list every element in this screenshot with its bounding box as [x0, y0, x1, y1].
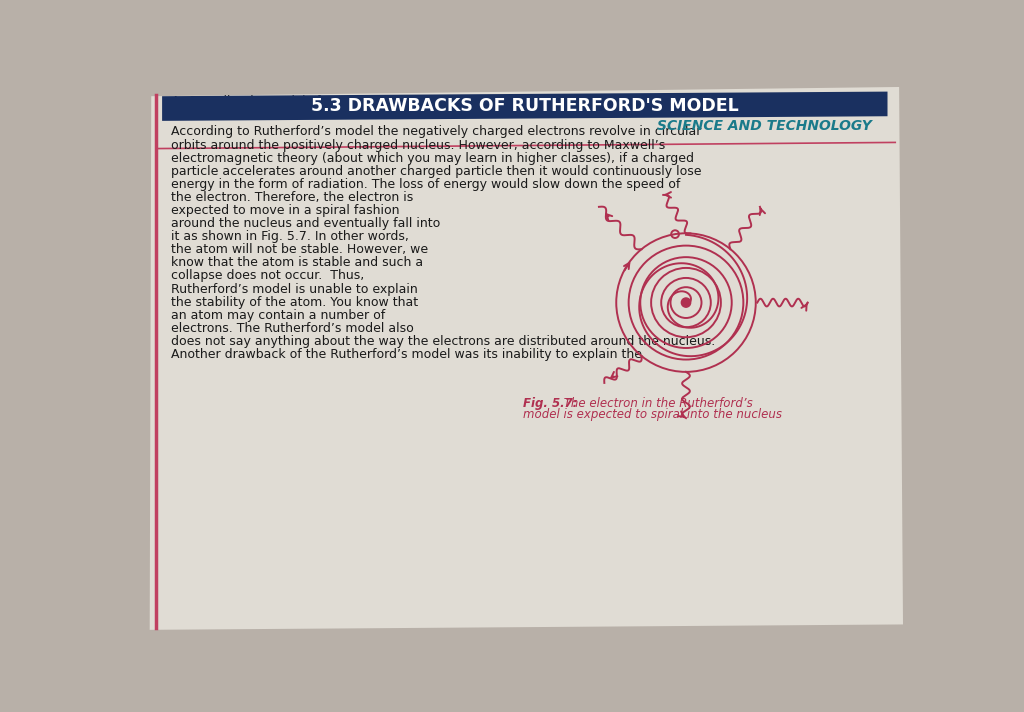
Text: the atom will not be stable. However, we: the atom will not be stable. However, we [171, 244, 428, 256]
Polygon shape [150, 87, 903, 630]
Text: electromagnetic theory (about which you may learn in higher classes), if a charg: electromagnetic theory (about which you … [171, 152, 693, 164]
Text: the electron. Therefore, the electron is: the electron. Therefore, the electron is [171, 191, 413, 204]
Text: SCIENCE AND TECHNOLOGY: SCIENCE AND TECHNOLOGY [657, 119, 872, 133]
Text: 4.  Describe the model of atom p...: 4. Describe the model of atom p... [171, 95, 377, 108]
Text: know that the atom is stable and such a: know that the atom is stable and such a [171, 256, 423, 269]
Text: it as shown in Fig. 5.7. In other words,: it as shown in Fig. 5.7. In other words, [171, 230, 409, 244]
Circle shape [681, 298, 690, 307]
Text: Rutherford’s model is unable to explain: Rutherford’s model is unable to explain [171, 283, 418, 295]
Text: does not say anything about the way the electrons are distributed around the nuc: does not say anything about the way the … [171, 335, 715, 348]
Text: the stability of the atom. You know that: the stability of the atom. You know that [171, 295, 418, 308]
Text: Fig. 5.7:: Fig. 5.7: [523, 397, 578, 409]
Text: The electron in the Rutherford’s: The electron in the Rutherford’s [560, 397, 754, 409]
Text: energy in the form of radiation. The loss of energy would slow down the speed of: energy in the form of radiation. The los… [171, 178, 680, 191]
Text: collapse does not occur.  Thus,: collapse does not occur. Thus, [171, 269, 364, 283]
Polygon shape [162, 92, 888, 121]
Text: electrons. The Rutherford’s model also: electrons. The Rutherford’s model also [171, 322, 414, 335]
Text: an atom may contain a number of: an atom may contain a number of [171, 309, 385, 322]
Text: According to Rutherford’s model the negatively charged electrons revolve in circ: According to Rutherford’s model the nega… [171, 125, 701, 138]
Text: around the nucleus and eventually fall into: around the nucleus and eventually fall i… [171, 217, 440, 230]
Text: orbits around the positively charged nucleus. However, according to Maxwell’s: orbits around the positively charged nuc… [171, 139, 665, 152]
Text: particle accelerates around another charged particle then it would continuously : particle accelerates around another char… [171, 164, 701, 178]
Text: Another drawback of the Rutherford’s model was its inability to explain the: Another drawback of the Rutherford’s mod… [171, 348, 642, 361]
Text: model is expected to spiral into the nucleus: model is expected to spiral into the nuc… [523, 408, 782, 421]
Text: expected to move in a spiral fashion: expected to move in a spiral fashion [171, 204, 399, 217]
Text: 5.3 DRAWBACKS OF RUTHERFORD'S MODEL: 5.3 DRAWBACKS OF RUTHERFORD'S MODEL [311, 98, 738, 115]
